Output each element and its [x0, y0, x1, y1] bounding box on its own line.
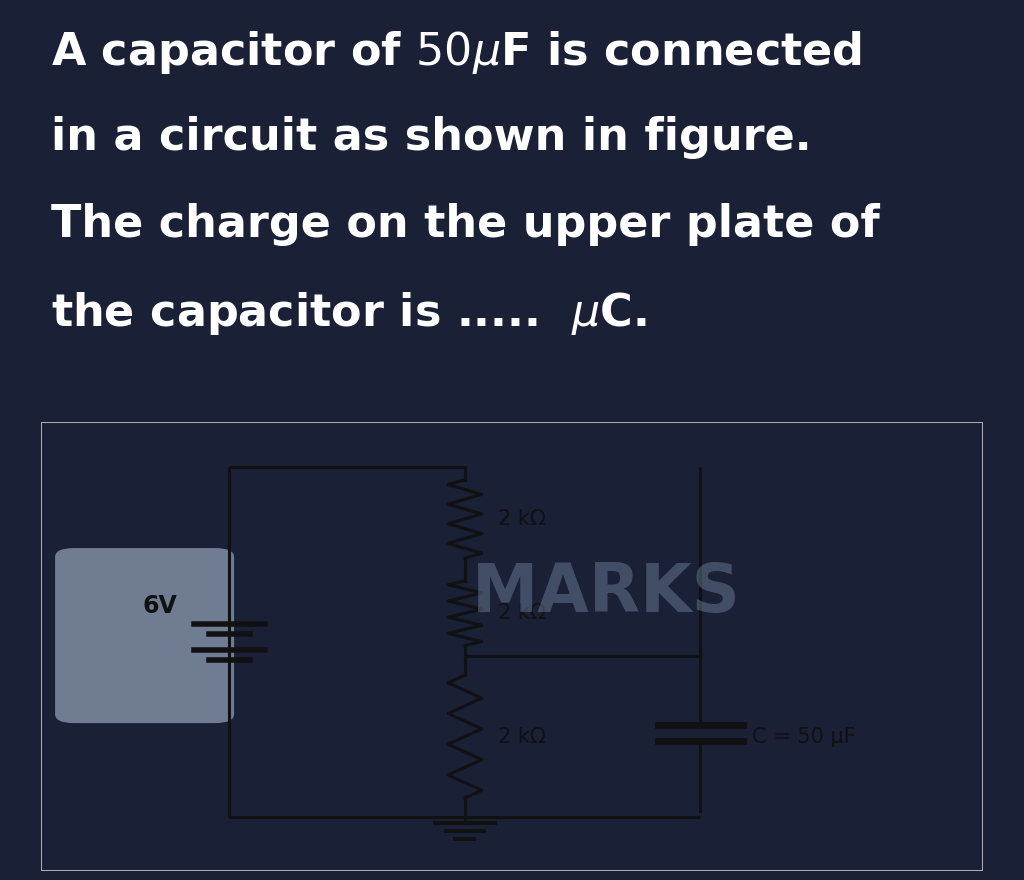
Text: MARKS: MARKS [472, 560, 740, 626]
Text: 6V: 6V [142, 594, 177, 619]
Text: C = 50 μF: C = 50 μF [753, 727, 856, 746]
Text: The charge on the upper plate of: The charge on the upper plate of [51, 202, 880, 246]
FancyBboxPatch shape [55, 548, 234, 723]
Text: the capacitor is .....  $\mu$C.: the capacitor is ..... $\mu$C. [51, 290, 647, 336]
Text: in a circuit as shown in figure.: in a circuit as shown in figure. [51, 116, 812, 158]
Text: 2 kΩ: 2 kΩ [498, 727, 546, 746]
Text: A capacitor of $50\mu$F is connected: A capacitor of $50\mu$F is connected [51, 29, 862, 76]
Text: 2 kΩ: 2 kΩ [498, 509, 546, 529]
Text: 2 kΩ: 2 kΩ [498, 603, 546, 623]
